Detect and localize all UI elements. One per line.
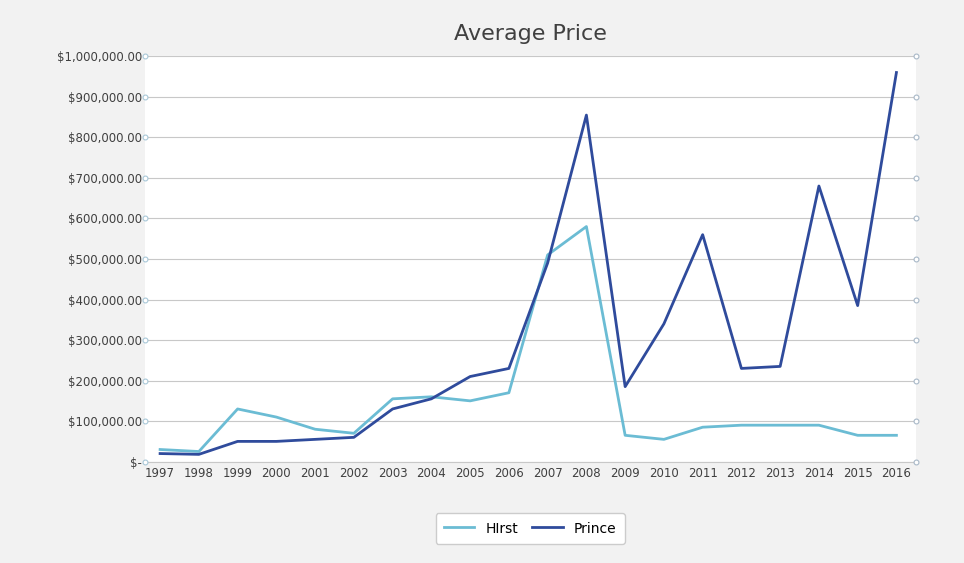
HIrst xyxy=(348,430,360,437)
HIrst xyxy=(387,395,398,402)
Prince xyxy=(503,365,515,372)
HIrst xyxy=(503,390,515,396)
Line: Prince: Prince xyxy=(160,73,897,454)
HIrst xyxy=(658,436,670,443)
HIrst xyxy=(542,252,553,258)
Prince xyxy=(813,182,824,189)
Prince xyxy=(891,69,902,76)
HIrst xyxy=(813,422,824,428)
HIrst xyxy=(425,394,437,400)
Prince xyxy=(697,231,709,238)
HIrst xyxy=(465,397,476,404)
HIrst xyxy=(193,448,204,455)
Prince xyxy=(774,363,786,370)
Title: Average Price: Average Price xyxy=(454,24,606,44)
Prince xyxy=(425,395,437,402)
Prince xyxy=(619,383,630,390)
HIrst xyxy=(309,426,321,432)
Prince xyxy=(387,405,398,412)
HIrst xyxy=(852,432,864,439)
Line: HIrst: HIrst xyxy=(160,226,897,452)
HIrst xyxy=(231,405,243,412)
HIrst xyxy=(736,422,747,428)
Prince xyxy=(580,111,592,118)
Prince xyxy=(852,302,864,309)
Prince xyxy=(348,434,360,441)
HIrst xyxy=(774,422,786,428)
Prince xyxy=(542,260,553,266)
Prince xyxy=(465,373,476,380)
HIrst xyxy=(619,432,630,439)
Prince xyxy=(154,450,166,457)
Prince xyxy=(231,438,243,445)
Prince xyxy=(309,436,321,443)
Prince xyxy=(658,320,670,327)
HIrst xyxy=(580,223,592,230)
Legend: HIrst, Prince: HIrst, Prince xyxy=(436,513,625,544)
HIrst xyxy=(697,424,709,431)
Prince xyxy=(193,451,204,458)
HIrst xyxy=(271,414,282,421)
HIrst xyxy=(154,446,166,453)
Prince xyxy=(736,365,747,372)
Prince xyxy=(271,438,282,445)
HIrst xyxy=(891,432,902,439)
